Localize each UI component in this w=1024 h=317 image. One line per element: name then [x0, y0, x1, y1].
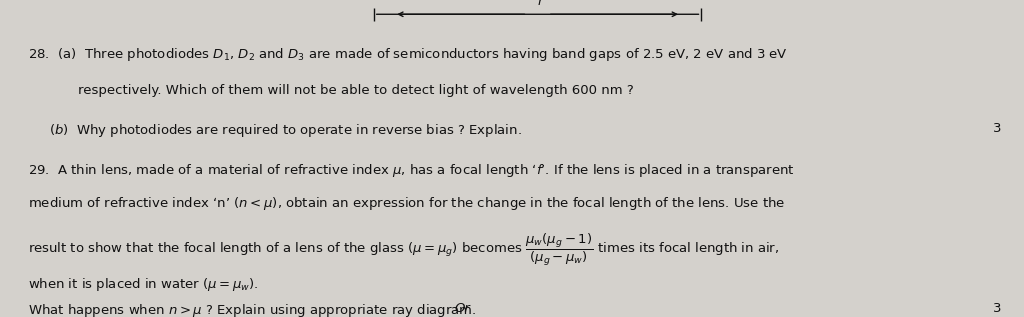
Text: result to show that the focal length of a lens of the glass ($\mu = \mu_g$) beco: result to show that the focal length of …: [28, 232, 779, 268]
Text: Or: Or: [455, 302, 471, 315]
Text: What happens when $n>\mu$ ? Explain using appropriate ray diagram.: What happens when $n>\mu$ ? Explain usin…: [28, 302, 476, 317]
Text: medium of refractive index ‘n’ ($n < \mu$), obtain an expression for the change : medium of refractive index ‘n’ ($n < \mu…: [28, 195, 784, 212]
Text: ($b$)  Why photodiodes are required to operate in reverse bias ? Explain.: ($b$) Why photodiodes are required to op…: [49, 122, 522, 139]
Text: 3: 3: [993, 302, 1001, 315]
Text: respectively. Which of them will not be able to detect light of wavelength 600 n: respectively. Which of them will not be …: [78, 84, 634, 97]
Text: r: r: [538, 0, 544, 8]
Text: 29.  A thin lens, made of a material of refractive index $\mu$, has a focal leng: 29. A thin lens, made of a material of r…: [28, 162, 795, 179]
Text: 3: 3: [993, 122, 1001, 135]
Text: when it is placed in water ($\mu = \mu_w$).: when it is placed in water ($\mu = \mu_w…: [28, 276, 258, 293]
Text: 28.  (a)  Three photodiodes $D_1$, $D_2$ and $D_3$ are made of semiconductors ha: 28. (a) Three photodiodes $D_1$, $D_2$ a…: [28, 46, 787, 63]
